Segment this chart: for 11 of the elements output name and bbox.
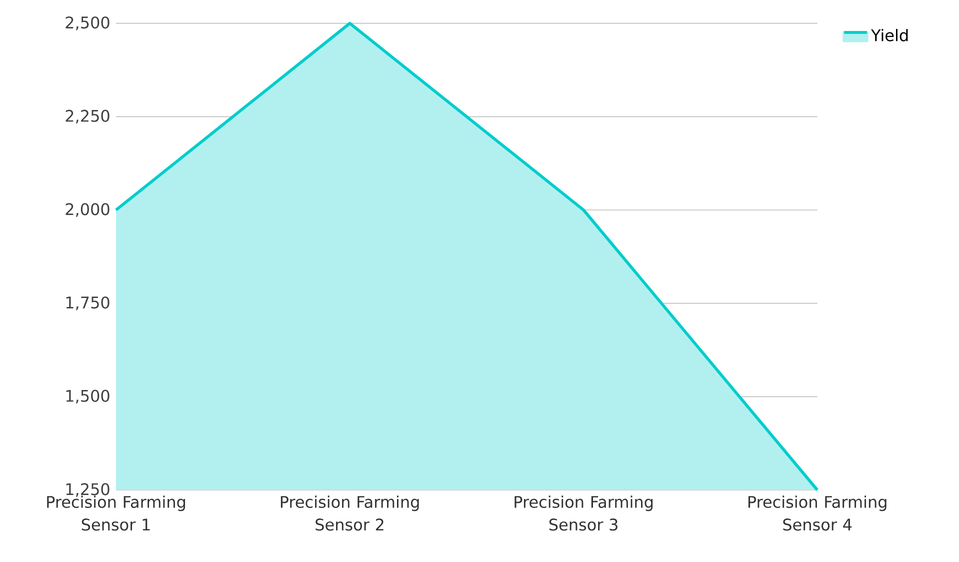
x-tick-label: Precision Farming Sensor 1 [47,496,186,531]
x-tick-label: Precision Farming Sensor 4 [748,496,886,531]
x-tick-label: Precision Farming Sensor 3 [514,496,653,531]
x-tick-label: Precision Farming Sensor 2 [280,496,419,531]
y-tick-label: 2,500 [66,16,110,30]
y-tick-label: 1,750 [66,296,110,310]
legend-label: Yield [870,28,908,42]
y-tick-label: 1,500 [66,390,110,404]
y-tick-label: 2,000 [66,203,110,217]
y-tick-label: 2,250 [66,110,110,124]
y-tick-label: 1,250 [66,483,110,497]
